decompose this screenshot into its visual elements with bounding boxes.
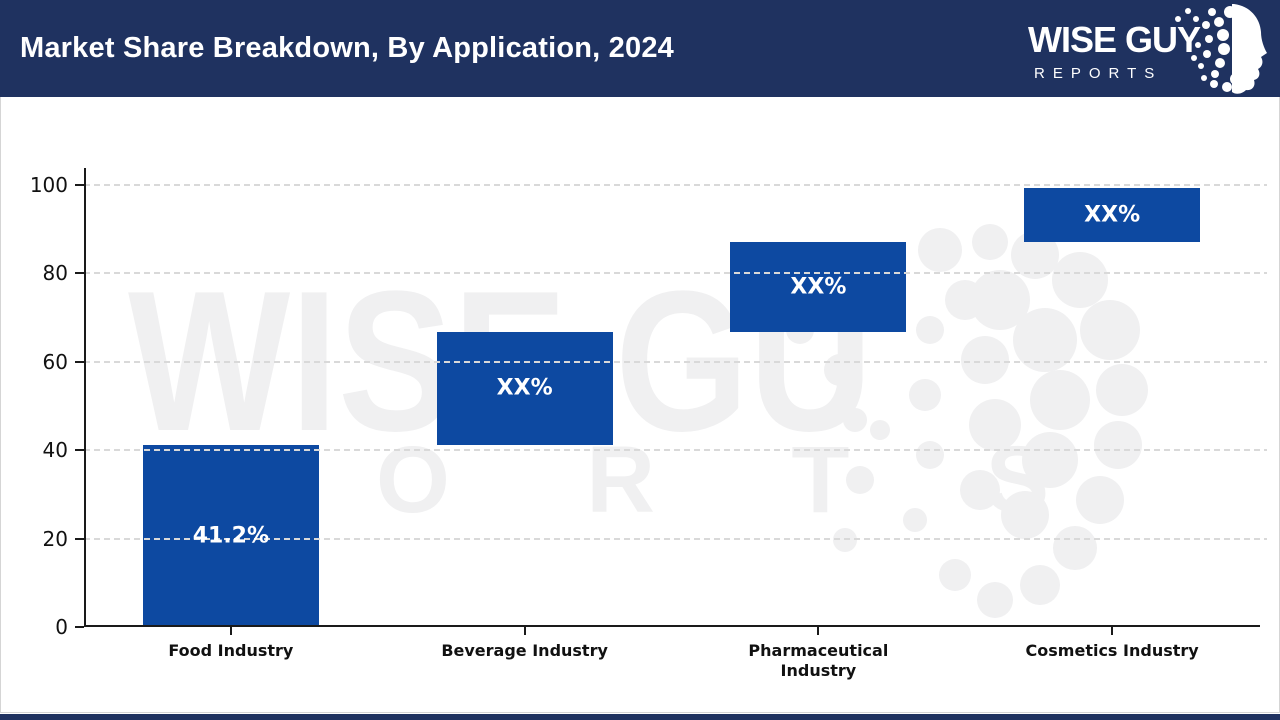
y-axis-line (84, 168, 86, 627)
logo-sub-text: REPORTS (1034, 65, 1162, 82)
category-label-1: Beverage Industry (441, 641, 608, 660)
x-tick-3 (1111, 627, 1114, 635)
gridline-60 (84, 360, 1267, 363)
page-title: Market Share Breakdown, By Application, … (20, 32, 674, 64)
y-tick-label-20: 20 (42, 526, 68, 551)
bar-value-label-3: XX% (1084, 202, 1141, 228)
header-band: Market Share Breakdown, By Application, … (0, 0, 1280, 97)
y-tick-label-80: 80 (42, 261, 68, 286)
y-tick-label-60: 60 (42, 349, 68, 374)
y-tick-60 (75, 360, 84, 363)
bar-value-label-2: XX% (790, 274, 847, 300)
footer-band (0, 714, 1280, 720)
category-label-0: Food Industry (168, 641, 294, 660)
category-label-2: Pharmaceutical Industry (748, 641, 889, 680)
x-tick-1 (523, 627, 526, 635)
bar-value-label-0: 41.2% (192, 523, 270, 549)
gridline-80 (84, 272, 1267, 275)
y-tick-label-40: 40 (42, 438, 68, 463)
category-label-3: Cosmetics Industry (1025, 641, 1199, 660)
logo-brand-text: WISE GUY (1028, 19, 1201, 60)
wise-guy-reports-logo: WISE GUY REPORTS (1028, 4, 1267, 94)
x-tick-2 (817, 627, 820, 635)
y-tick-0 (75, 626, 84, 628)
gridline-40 (84, 449, 1267, 452)
y-tick-label-100: 100 (29, 173, 68, 197)
bar-value-label-1: XX% (496, 375, 553, 401)
x-tick-0 (229, 627, 232, 635)
bar-0 (142, 444, 319, 627)
y-tick-100 (75, 184, 84, 186)
y-tick-label-0: 0 (55, 615, 68, 639)
logo-face-icon (1175, 4, 1267, 94)
bar-1 (436, 331, 613, 445)
gridline-100 (84, 184, 1267, 186)
y-tick-40 (75, 449, 84, 452)
x-axis-line (84, 625, 1260, 627)
y-tick-80 (75, 272, 84, 275)
y-tick-20 (75, 537, 84, 540)
gridline-20 (84, 537, 1267, 540)
